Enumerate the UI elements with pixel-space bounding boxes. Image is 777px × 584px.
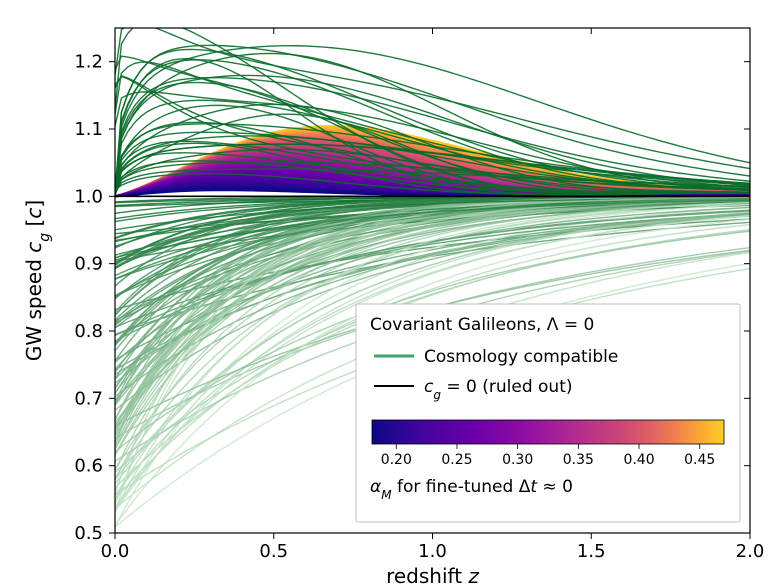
svg-text:2.0: 2.0 xyxy=(736,541,765,562)
svg-text:1.5: 1.5 xyxy=(577,541,606,562)
svg-text:0.25: 0.25 xyxy=(441,452,472,468)
svg-text:1.0: 1.0 xyxy=(418,541,447,562)
x-axis-label: redshift z xyxy=(386,564,479,584)
svg-text:0.8: 0.8 xyxy=(74,321,103,342)
legend-title: Covariant Galileons, Λ = 0 xyxy=(370,315,594,335)
svg-text:0.0: 0.0 xyxy=(101,541,130,562)
svg-text:0.40: 0.40 xyxy=(623,452,654,468)
y-axis-label: GW speed cg [c] xyxy=(22,200,53,361)
svg-text:0.35: 0.35 xyxy=(563,452,594,468)
svg-text:0.6: 0.6 xyxy=(74,456,103,477)
legend-row-compat: Cosmology compatible xyxy=(424,347,618,367)
colorbar xyxy=(372,420,724,444)
svg-text:1.2: 1.2 xyxy=(74,52,103,73)
svg-text:0.45: 0.45 xyxy=(684,452,715,468)
svg-text:0.20: 0.20 xyxy=(381,452,412,468)
svg-text:1.0: 1.0 xyxy=(74,186,103,207)
svg-text:0.30: 0.30 xyxy=(502,452,533,468)
svg-text:0.5: 0.5 xyxy=(259,541,288,562)
svg-text:1.1: 1.1 xyxy=(74,119,103,140)
gw-speed-chart: 0.00.51.01.52.00.50.60.70.80.91.01.11.2r… xyxy=(0,0,777,584)
svg-text:0.5: 0.5 xyxy=(74,523,103,544)
svg-text:0.9: 0.9 xyxy=(74,254,103,275)
svg-text:0.7: 0.7 xyxy=(74,388,103,409)
